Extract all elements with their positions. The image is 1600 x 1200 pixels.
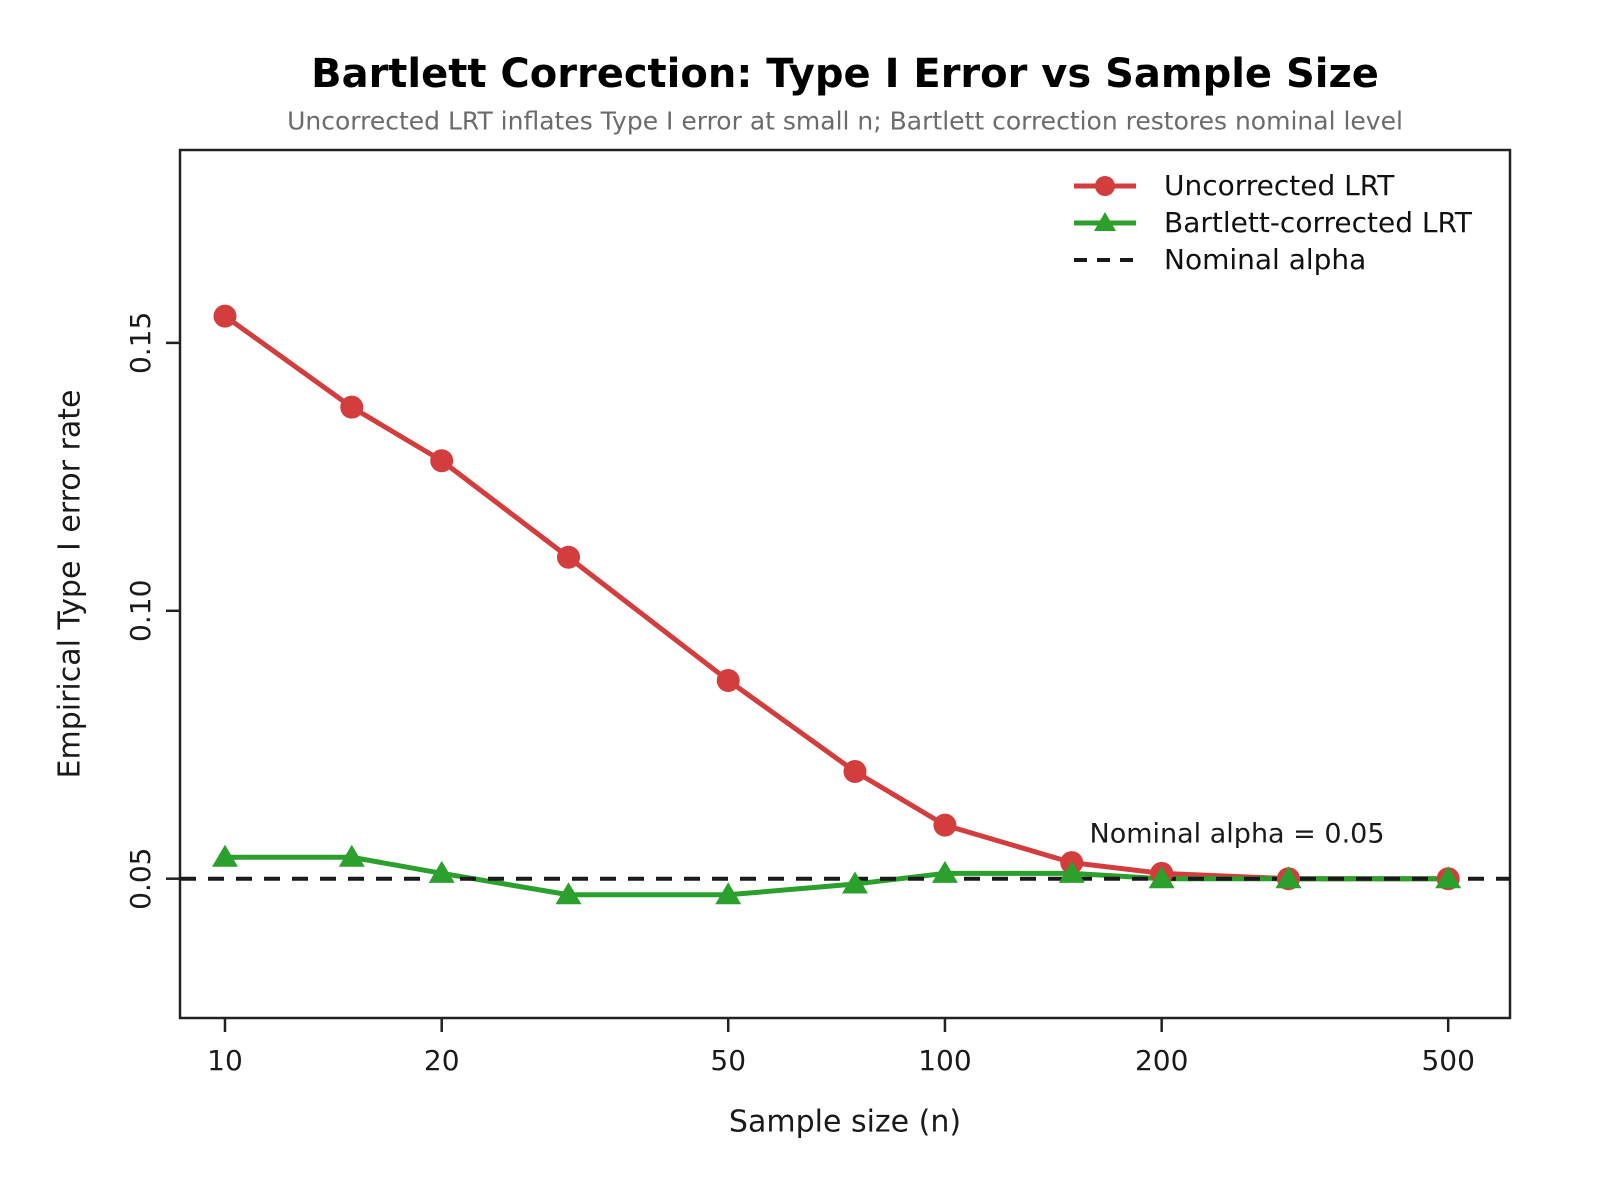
y-axis-label: Empirical Type I error rate [52,389,88,779]
x-tick-label: 20 [424,1044,460,1077]
x-axis-label: Sample size (n) [728,1104,962,1140]
bartlett-corrected-lrt-marker [841,871,868,894]
circle-marker-icon [1074,175,1136,196]
y-tick-label: 0.15 [124,312,157,374]
x-tick-label: 10 [207,1044,243,1077]
legend-label: Bartlett-corrected LRT [1164,206,1472,239]
bartlett-corrected-lrt-marker [211,844,238,867]
chart-title: Bartlett Correction: Type I Error vs Sam… [311,51,1379,97]
nominal-alpha-annotation: Nominal alpha = 0.05 [1089,818,1385,850]
bartlett-corrected-lrt-marker [1148,866,1175,889]
bartlett-corrected-lrt-marker [555,882,582,905]
legend-label: Nominal alpha [1164,243,1367,276]
y-tick-label: 0.05 [124,848,157,910]
bartlett-corrected-lrt-marker [1275,866,1302,889]
triangle-marker-icon [1074,211,1136,231]
x-tick-label: 200 [1135,1044,1188,1077]
uncorrected-lrt-line [222,313,1451,882]
bartlett-corrected-lrt-marker [715,882,742,905]
bartlett-corrected-lrt-marker [338,844,365,867]
legend-item-uncorrected-lrt: Uncorrected LRT [1072,167,1472,204]
legend-label: Uncorrected LRT [1164,169,1395,202]
plot-frame [178,148,1512,1020]
x-tick-label: 500 [1421,1044,1474,1077]
bartlett-corrected-lrt-marker [931,860,958,883]
dashed-line-icon [1074,257,1136,262]
bartlett-corrected-lrt-marker [1058,860,1085,883]
uncorrected-lrt-marker [843,760,867,784]
uncorrected-lrt-marker [716,668,740,692]
legend-item-nominal-alpha: Nominal alpha [1072,241,1472,278]
uncorrected-lrt-marker [430,449,454,473]
bartlett-corrected-lrt-marker [1435,866,1462,889]
uncorrected-lrt-marker [556,545,580,569]
chart-subtitle: Uncorrected LRT inflates Type I error at… [287,106,1403,136]
y-tick-label: 0.10 [124,580,157,642]
legend: Uncorrected LRT Bartlett-corrected LRT Nom… [1072,167,1472,278]
uncorrected-lrt-marker [933,813,957,837]
uncorrected-lrt-marker [213,304,237,328]
uncorrected-lrt-marker [340,395,364,419]
x-tick-label: 100 [918,1044,971,1077]
legend-item-bartlett-corrected-lrt: Bartlett-corrected LRT [1072,204,1472,241]
bartlett-corrected-lrt-marker [428,860,455,883]
x-tick-label: 50 [710,1044,746,1077]
